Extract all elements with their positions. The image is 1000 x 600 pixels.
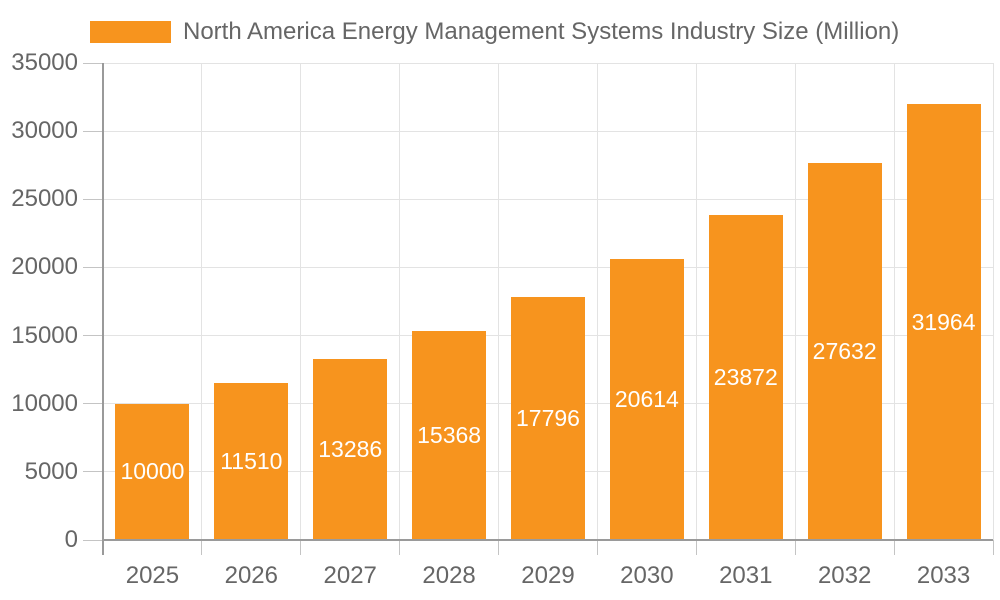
- gridline-vertical: [596, 63, 598, 540]
- y-axis-tick: [83, 266, 103, 268]
- bar-value-label: 23872: [713, 363, 778, 390]
- y-axis-tick: [83, 130, 103, 132]
- y-axis-line: [102, 63, 104, 555]
- bar-2031: 23872: [708, 214, 783, 540]
- x-axis-label-2033: 2033: [916, 562, 971, 589]
- x-axis-tick: [992, 540, 994, 555]
- y-axis-label: 20000: [11, 253, 78, 281]
- gridline-horizontal: [103, 130, 993, 132]
- x-axis-label-2028: 2028: [422, 562, 476, 589]
- bar-value-label: 11510: [220, 448, 283, 475]
- y-axis-tick: [83, 471, 103, 473]
- bar-2032: 27632: [807, 163, 882, 540]
- x-axis-label-2026: 2026: [224, 562, 278, 589]
- x-axis-label-2031: 2031: [719, 562, 773, 589]
- y-axis-tick: [83, 198, 103, 200]
- bar-2030: 20614: [609, 259, 684, 540]
- legend-label: North America Energy Management Systems …: [183, 18, 900, 45]
- x-axis-tick: [300, 540, 302, 555]
- bar-2033: 31964: [906, 104, 981, 540]
- gridline-horizontal: [103, 266, 993, 268]
- x-axis-tick: [794, 540, 796, 555]
- bar-2027: 13286: [313, 358, 388, 540]
- bar-value-label: 20614: [614, 386, 679, 413]
- bar-value-label: 13286: [318, 435, 383, 462]
- x-axis-tick: [399, 540, 401, 555]
- gridline-horizontal: [103, 62, 993, 64]
- x-axis-tick: [498, 540, 500, 555]
- y-axis-tick: [83, 403, 103, 405]
- gridline-vertical: [893, 63, 895, 540]
- x-axis-tick: [201, 540, 203, 555]
- y-axis-tick: [83, 335, 103, 337]
- y-axis-label: 0: [64, 526, 78, 553]
- y-axis-label: 25000: [11, 185, 78, 213]
- x-axis-line: [103, 539, 993, 541]
- gridline-vertical: [992, 63, 994, 540]
- bar-value-label: 10000: [120, 458, 185, 485]
- bar-value-label: 27632: [812, 338, 877, 365]
- y-axis-tick: [83, 62, 103, 64]
- x-axis-tick: [596, 540, 598, 555]
- bar-2028: 15368: [412, 330, 487, 540]
- y-axis-label: 10000: [11, 389, 78, 417]
- y-axis-tick: [83, 539, 103, 541]
- bar-2026: 11510: [214, 383, 289, 540]
- x-axis-label-2027: 2027: [323, 562, 377, 589]
- gridline-vertical: [794, 63, 796, 540]
- legend[interactable]: North America Energy Management Systems …: [90, 18, 899, 46]
- x-axis-label-2025: 2025: [125, 562, 180, 589]
- x-axis-label-2029: 2029: [521, 562, 575, 589]
- bar-2029: 17796: [511, 297, 585, 540]
- y-axis-label: 5000: [24, 457, 78, 485]
- y-axis-label: 35000: [11, 49, 78, 76]
- gridline-horizontal: [103, 198, 993, 200]
- gridline-vertical: [399, 63, 401, 540]
- bar-value-label: 31964: [911, 308, 976, 335]
- gridline-vertical: [300, 63, 302, 540]
- gridline-vertical: [201, 63, 203, 540]
- bar-value-label: 15368: [417, 421, 482, 448]
- y-axis-label: 15000: [11, 321, 78, 349]
- x-axis-tick: [893, 540, 895, 555]
- bar-value-label: 17796: [516, 405, 580, 432]
- gridline-vertical: [498, 63, 500, 540]
- x-axis-label-2032: 2032: [817, 562, 872, 589]
- bar-2025: 10000: [115, 403, 190, 540]
- y-axis-label: 30000: [11, 117, 78, 145]
- x-axis-label-2030: 2030: [620, 562, 674, 589]
- legend-swatch: [90, 21, 171, 43]
- gridline-vertical: [695, 63, 697, 540]
- x-axis-tick: [695, 540, 697, 555]
